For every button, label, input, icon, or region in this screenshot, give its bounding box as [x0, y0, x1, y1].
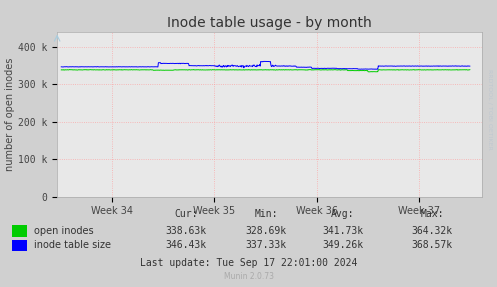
Text: 328.69k: 328.69k: [246, 226, 286, 236]
Text: 364.32k: 364.32k: [412, 226, 453, 236]
Text: 368.57k: 368.57k: [412, 241, 453, 250]
Title: Inode table usage - by month: Inode table usage - by month: [167, 16, 372, 30]
Text: 349.26k: 349.26k: [323, 241, 363, 250]
Text: open inodes: open inodes: [34, 226, 93, 236]
Text: 346.43k: 346.43k: [166, 241, 207, 250]
Text: Max:: Max:: [420, 209, 444, 219]
Text: Min:: Min:: [254, 209, 278, 219]
Text: 341.73k: 341.73k: [323, 226, 363, 236]
Text: inode table size: inode table size: [34, 241, 111, 250]
Text: RRDTOOL / TOBI OETIKER: RRDTOOL / TOBI OETIKER: [487, 69, 492, 150]
Bar: [12, 240, 27, 251]
Text: Munin 2.0.73: Munin 2.0.73: [224, 272, 273, 281]
Y-axis label: number of open inodes: number of open inodes: [5, 57, 15, 171]
Text: Last update: Tue Sep 17 22:01:00 2024: Last update: Tue Sep 17 22:01:00 2024: [140, 258, 357, 267]
Text: Cur:: Cur:: [174, 209, 198, 219]
Text: 337.33k: 337.33k: [246, 241, 286, 250]
Text: Avg:: Avg:: [331, 209, 355, 219]
Bar: [12, 225, 27, 237]
Text: 338.63k: 338.63k: [166, 226, 207, 236]
